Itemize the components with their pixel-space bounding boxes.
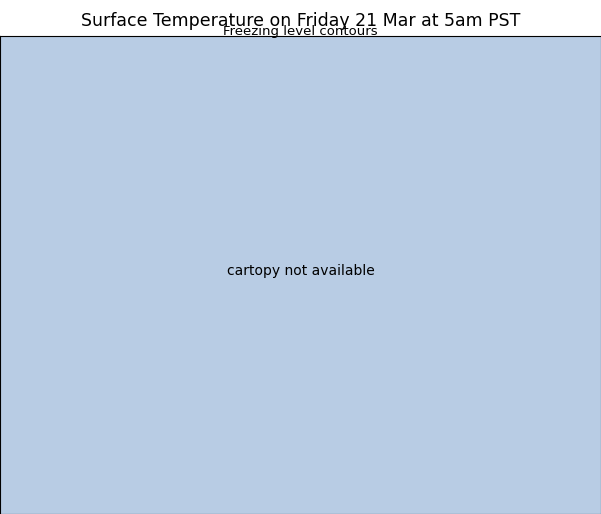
Text: Surface Temperature on Friday 21 Mar at 5am PST: Surface Temperature on Friday 21 Mar at …	[81, 12, 520, 30]
Text: Freezing level contours: Freezing level contours	[223, 25, 378, 38]
Text: cartopy not available: cartopy not available	[227, 264, 374, 278]
